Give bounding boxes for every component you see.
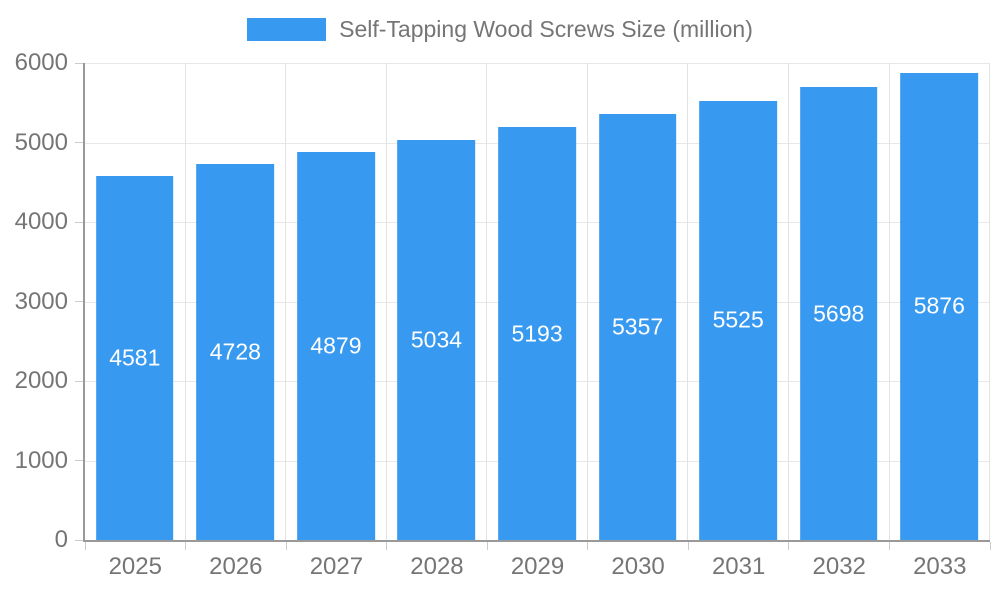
legend-swatch-icon	[247, 18, 327, 42]
bar[interactable]: 5193	[498, 127, 576, 540]
x-tick-label: 2030	[611, 553, 665, 580]
bars-layer: 4581 4728 4879 5034 5193 5357 5525 5698 5876	[85, 63, 991, 540]
x-axis-tick	[185, 542, 187, 550]
category-slot: 4879	[286, 63, 387, 540]
bar-value-label: 5698	[813, 300, 865, 326]
x-axis-tick	[888, 542, 890, 550]
bar-value-label: 4728	[209, 338, 261, 365]
bar-value-label: 5193	[511, 320, 563, 347]
category-slot: 5698	[789, 63, 890, 540]
x-axis-tick	[285, 542, 287, 550]
y-tick-label: 4000	[14, 208, 68, 236]
x-tick-label: 2029	[510, 553, 565, 580]
y-axis-tick	[75, 221, 83, 223]
y-tick-label: 3000	[14, 287, 68, 315]
y-tick-label: 5000	[14, 128, 68, 156]
bar[interactable]: 5698	[799, 87, 878, 540]
legend-label: Self-Tapping Wood Screws Size (million)	[339, 16, 753, 42]
category-slot: 5525	[688, 63, 789, 540]
x-tick-label: 2027	[309, 553, 364, 580]
x-axis-tick	[989, 542, 991, 550]
y-tick-label: 2000	[14, 367, 68, 395]
x-axis-tick	[687, 542, 689, 550]
bar[interactable]: 5357	[598, 114, 677, 540]
y-axis-tick	[75, 62, 83, 64]
x-tick-label: 2026	[209, 553, 263, 580]
bar[interactable]: 4879	[297, 152, 375, 540]
y-grid-line	[85, 63, 990, 64]
bar-value-label: 4581	[109, 344, 161, 371]
y-axis-tick	[75, 460, 83, 462]
bar[interactable]: 5525	[699, 100, 777, 540]
category-slot: 5357	[588, 63, 689, 540]
y-tick-label: 1000	[14, 446, 68, 474]
x-axis-tick	[84, 542, 86, 550]
y-tick-label: 0	[54, 526, 68, 553]
category-slot: 5876	[890, 63, 991, 540]
bar-value-label: 5876	[913, 292, 965, 319]
bar[interactable]: 5876	[900, 72, 979, 540]
y-tick-label: 6000	[14, 49, 68, 76]
y-axis-tick	[75, 380, 83, 382]
y-axis-tick	[75, 142, 83, 143]
category-slot: 5193	[487, 63, 588, 540]
x-axis-tick	[386, 542, 388, 550]
y-axis-tick	[75, 301, 83, 302]
x-tick-label: 2028	[410, 553, 464, 580]
bar-value-label: 5357	[612, 313, 664, 340]
bar-value-label: 4879	[310, 332, 362, 359]
x-axis-tick	[788, 542, 790, 550]
bar[interactable]: 4728	[196, 164, 275, 540]
category-slot: 4728	[186, 63, 287, 540]
bar[interactable]: 5034	[397, 139, 476, 540]
y-axis-labels: 0 1000 2000 3000 4000 5000 6000	[0, 51, 70, 552]
x-axis-labels: 2025 2026 2027 2028 2029 2030 2031 2032 2033	[85, 553, 990, 581]
x-tick-label: 2031	[711, 553, 766, 580]
category-slot: 5034	[387, 63, 488, 540]
category-slot: 4581	[85, 63, 186, 540]
bar[interactable]: 4581	[95, 175, 174, 540]
y-axis-tick	[75, 539, 83, 541]
plot-area: 4581 4728 4879 5034 5193 5357 5525 5698 5876	[75, 62, 991, 550]
legend[interactable]: Self-Tapping Wood Screws Size (million)	[0, 16, 1000, 42]
x-axis-tick	[587, 542, 589, 550]
x-axis-tick	[486, 542, 488, 550]
x-tick-label: 2033	[913, 553, 967, 580]
x-tick-label: 2025	[108, 553, 162, 580]
x-tick-label: 2032	[812, 553, 866, 580]
bar-value-label: 5034	[410, 326, 463, 353]
bar-value-label: 5525	[712, 306, 764, 333]
